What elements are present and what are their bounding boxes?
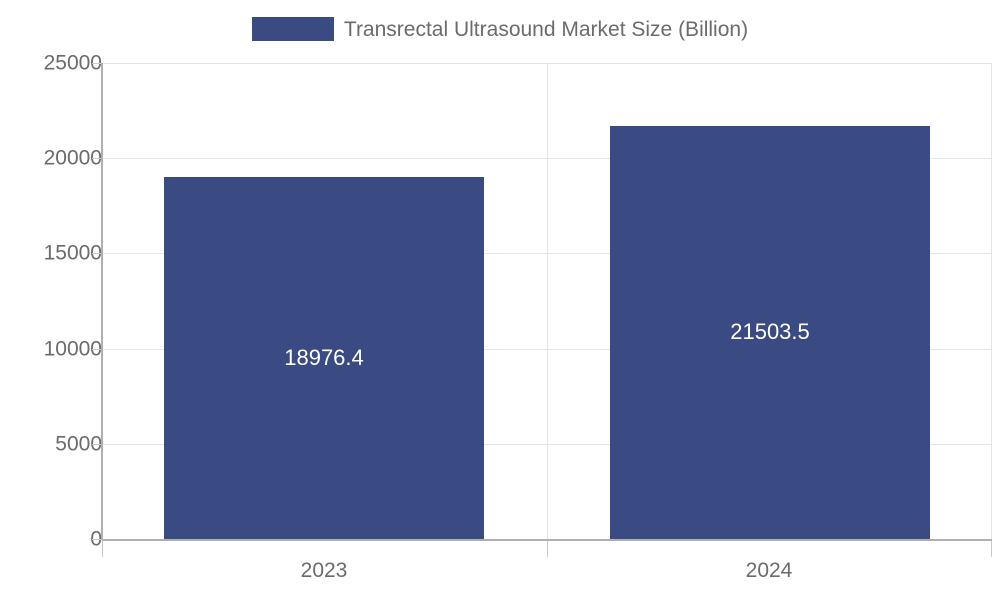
y-tick-mark-5000	[92, 444, 102, 445]
bar-2024[interactable]: 21503.5	[610, 126, 930, 539]
x-tick-mark-right-edge	[991, 541, 992, 557]
y-tick-label-0: 0	[90, 527, 102, 551]
x-axis-spine	[102, 539, 992, 541]
legend-item-transrectal-ultrasound-market-size[interactable]: Transrectal Ultrasound Market Size (Bill…	[251, 17, 749, 41]
x-tick-label-2023: 2023	[300, 559, 348, 582]
x-tick-label-2024: 2024	[745, 559, 793, 582]
category-separator-gridline	[547, 63, 548, 539]
x-tick-mark-middle	[547, 541, 548, 557]
y-axis: 25000 20000 15000 10000 5000 0	[0, 0, 102, 600]
bar-value-label-2023: 18976.4	[284, 345, 364, 370]
legend-item-label: Transrectal Ultrasound Market Size (Bill…	[343, 17, 749, 41]
chart-legend: Transrectal Ultrasound Market Size (Bill…	[0, 0, 1000, 58]
bar-value-label-2024: 21503.5	[730, 319, 810, 344]
y-tick-mark-20000	[92, 158, 102, 159]
y-tick-mark-25000	[92, 63, 102, 64]
y-tick-mark-10000	[92, 349, 102, 350]
y-tick-label-10000: 10000	[43, 337, 102, 361]
y-tick-label-20000: 20000	[43, 146, 102, 170]
plot-border-right	[991, 63, 992, 539]
y-axis-spine	[101, 63, 103, 540]
y-tick-label-5000: 5000	[55, 432, 102, 456]
plot-area: 18976.4 21503.5	[102, 63, 992, 539]
y-tick-mark-0	[92, 539, 102, 540]
y-tick-mark-15000	[92, 253, 102, 254]
bar-2023[interactable]: 18976.4	[164, 177, 484, 539]
y-tick-label-15000: 15000	[43, 241, 102, 265]
y-tick-label-25000: 25000	[43, 51, 102, 75]
x-tick-mark-left-edge	[102, 541, 103, 557]
legend-color-swatch-icon	[251, 17, 334, 41]
